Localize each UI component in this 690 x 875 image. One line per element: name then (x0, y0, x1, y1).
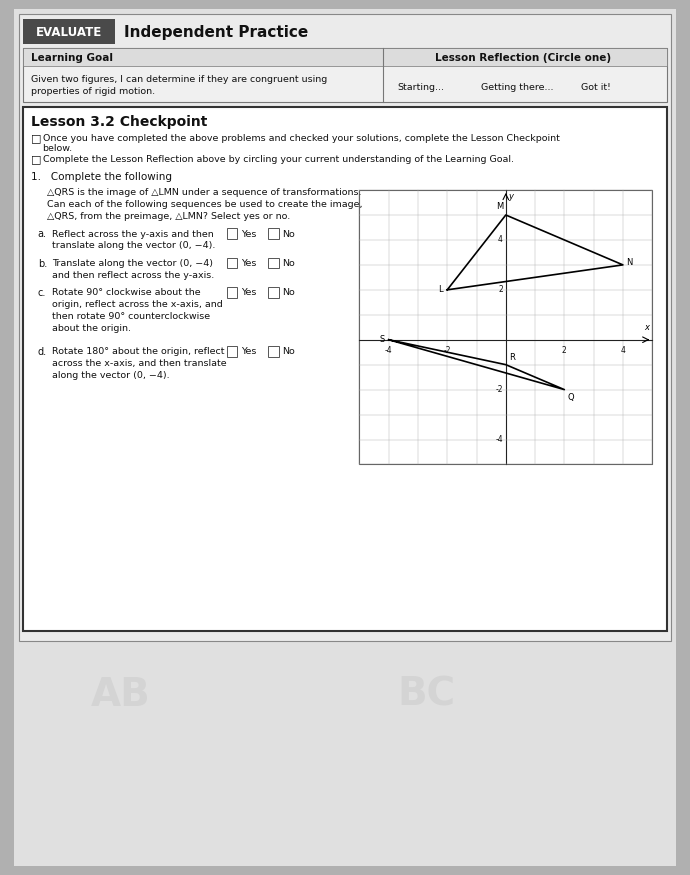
Text: a.: a. (38, 229, 47, 239)
Bar (23, 18, 115, 44)
Text: along the vector (0, −4).: along the vector (0, −4). (52, 371, 170, 380)
Text: Given two figures, I can determine if they are congruent using
properties of rig: Given two figures, I can determine if th… (31, 75, 327, 96)
Text: EVALUATE: EVALUATE (35, 25, 101, 38)
Text: L: L (438, 285, 442, 294)
Text: -2: -2 (444, 346, 451, 354)
Text: Yes: Yes (241, 289, 257, 298)
Text: x: x (644, 323, 649, 332)
Text: No: No (283, 347, 295, 356)
Text: 2: 2 (562, 346, 566, 354)
Bar (227, 346, 237, 357)
Text: 4: 4 (620, 346, 625, 354)
Text: Yes: Yes (241, 259, 257, 268)
Text: 2: 2 (498, 285, 503, 294)
Text: Q: Q (567, 393, 574, 402)
Text: -4: -4 (495, 435, 503, 444)
Text: No: No (283, 259, 295, 268)
Bar (19, 14, 671, 640)
Text: Independent Practice: Independent Practice (124, 24, 308, 39)
Text: -4: -4 (385, 346, 393, 354)
Text: Lesson 3.2 Checkpoint: Lesson 3.2 Checkpoint (31, 116, 208, 130)
Text: Getting there...: Getting there... (482, 82, 554, 92)
Text: Learning Goal: Learning Goal (31, 52, 113, 63)
Text: No: No (283, 229, 295, 239)
Text: across the x-axis, and then translate: across the x-axis, and then translate (52, 359, 227, 368)
Bar (268, 287, 279, 298)
Text: □: □ (31, 133, 41, 144)
Text: Lesson Reflection (Circle one): Lesson Reflection (Circle one) (435, 52, 611, 63)
Bar (227, 228, 237, 239)
Text: -2: -2 (495, 385, 503, 394)
Bar (227, 287, 237, 298)
Text: Rotate 180° about the origin, reflect: Rotate 180° about the origin, reflect (52, 347, 225, 356)
Text: c.: c. (38, 288, 46, 298)
Text: N: N (626, 258, 632, 268)
Text: d.: d. (38, 346, 47, 357)
Text: R: R (509, 353, 515, 361)
Bar (227, 257, 237, 269)
Bar (359, 190, 652, 465)
Text: M: M (495, 202, 503, 211)
Bar (268, 346, 279, 357)
Text: b.: b. (38, 258, 47, 269)
Text: Yes: Yes (241, 347, 257, 356)
Text: No: No (283, 289, 295, 298)
Bar (268, 257, 279, 269)
Text: and then reflect across the y-axis.: and then reflect across the y-axis. (52, 270, 215, 280)
Text: △QRS is the image of △LMN under a sequence of transformations.: △QRS is the image of △LMN under a sequen… (48, 188, 362, 198)
Bar (268, 228, 279, 239)
Text: below.: below. (43, 144, 72, 153)
Text: Complete the Lesson Reflection above by circling your current understanding of t: Complete the Lesson Reflection above by … (43, 155, 513, 164)
Text: AB: AB (90, 676, 150, 714)
Text: then rotate 90° counterclockwise: then rotate 90° counterclockwise (52, 312, 210, 321)
Text: Starting...: Starting... (398, 82, 445, 92)
Bar (23, 48, 667, 102)
Text: 4: 4 (498, 235, 503, 244)
Text: □: □ (31, 155, 41, 164)
Text: Reflect across the y-axis and then: Reflect across the y-axis and then (52, 229, 214, 239)
Bar (23, 48, 667, 66)
Text: translate along the vector (0, −4).: translate along the vector (0, −4). (52, 242, 215, 250)
Text: Can each of the following sequences be used to create the image,: Can each of the following sequences be u… (48, 200, 363, 209)
Text: Once you have completed the above problems and checked your solutions, complete : Once you have completed the above proble… (43, 134, 560, 143)
Bar (23, 107, 667, 631)
Text: BC: BC (398, 676, 456, 714)
Text: Yes: Yes (241, 229, 257, 239)
Text: △QRS, from the preimage, △LMN? Select yes or no.: △QRS, from the preimage, △LMN? Select ye… (48, 212, 290, 221)
Text: 1.   Complete the following: 1. Complete the following (31, 172, 172, 182)
Text: y: y (509, 192, 513, 201)
Text: Got it!: Got it! (581, 82, 611, 92)
Text: Translate along the vector (0, −4): Translate along the vector (0, −4) (52, 259, 213, 268)
Text: S: S (380, 335, 385, 344)
Text: origin, reflect across the x-axis, and: origin, reflect across the x-axis, and (52, 300, 223, 309)
Text: about the origin.: about the origin. (52, 324, 131, 332)
Text: Rotate 90° clockwise about the: Rotate 90° clockwise about the (52, 289, 201, 298)
